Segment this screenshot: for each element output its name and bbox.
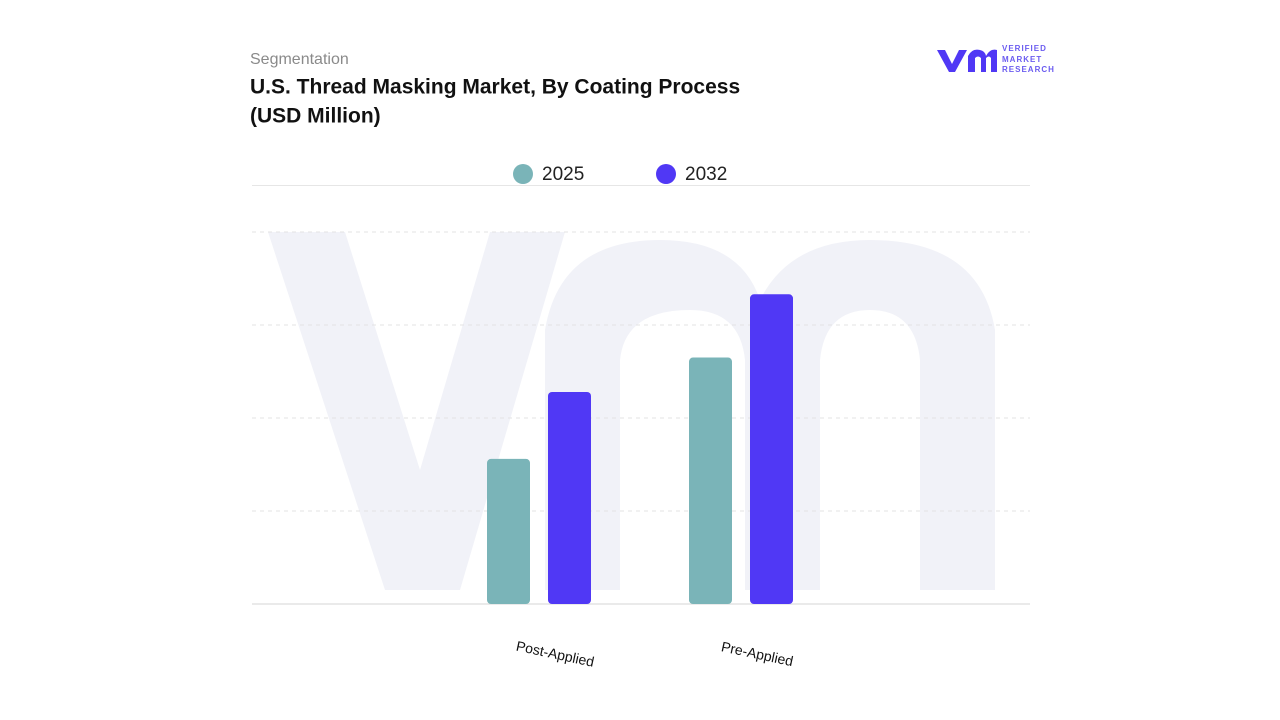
legend-label: 2025: [542, 164, 584, 185]
logo-mark: [968, 49, 997, 72]
logo: VERIFIED MARKET RESEARCH: [937, 44, 1055, 74]
legend-swatch: [656, 164, 676, 184]
legend-swatch: [513, 164, 533, 184]
logo-text: MARKET: [1002, 55, 1042, 64]
x-tick-label: Pre-Applied: [720, 638, 795, 669]
x-tick-label: Post-Applied: [515, 638, 596, 670]
subtitle: Segmentation: [250, 51, 349, 68]
logo-text: RESEARCH: [1002, 65, 1055, 74]
chart-title: U.S. Thread Masking Market, By Coating P…: [250, 76, 740, 99]
bar: [689, 357, 732, 604]
bar: [750, 294, 793, 604]
logo-text: VERIFIED: [1002, 44, 1047, 53]
bar: [487, 458, 530, 604]
chart-title: (USD Million): [250, 105, 381, 128]
logo-mark: [937, 50, 967, 72]
bar: [548, 391, 591, 604]
legend-label: 2032: [685, 164, 727, 185]
watermark: [268, 232, 995, 590]
